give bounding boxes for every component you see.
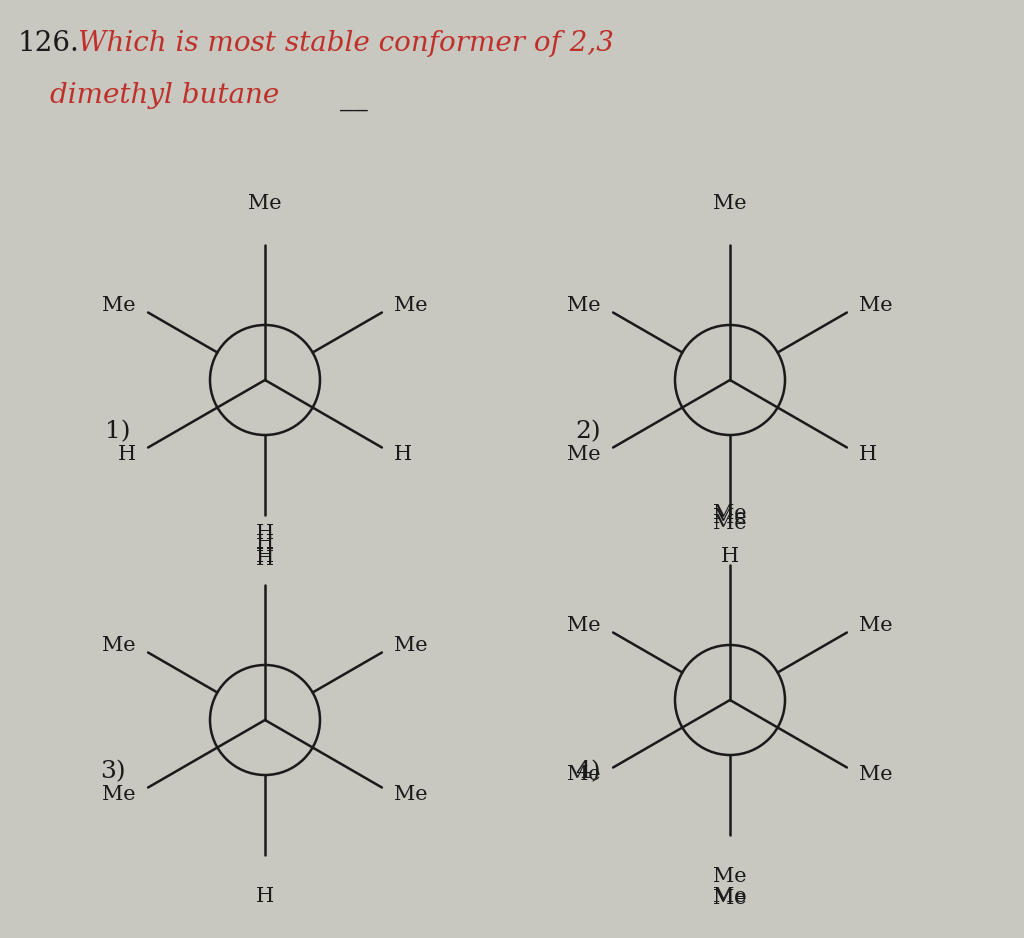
- Text: Me: Me: [713, 514, 746, 533]
- Text: Me: Me: [859, 765, 893, 784]
- Text: Which is most stable conformer of 2,3: Which is most stable conformer of 2,3: [78, 30, 613, 57]
- Text: Me: Me: [859, 616, 893, 635]
- Text: Me: Me: [248, 194, 282, 213]
- Text: H: H: [256, 550, 274, 569]
- Text: Me: Me: [713, 889, 746, 908]
- Text: Me: Me: [713, 508, 746, 527]
- Text: 1): 1): [105, 420, 130, 443]
- Text: H: H: [118, 445, 136, 464]
- Text: H: H: [256, 887, 274, 906]
- Text: Me: Me: [394, 785, 428, 804]
- Text: Me: Me: [859, 296, 893, 315]
- Text: H: H: [859, 445, 878, 464]
- Text: Me: Me: [713, 867, 746, 886]
- Text: 2): 2): [575, 420, 601, 443]
- Text: dimethyl butane: dimethyl butane: [50, 82, 280, 109]
- Text: Me: Me: [102, 296, 136, 315]
- Text: H: H: [256, 524, 274, 543]
- Text: H: H: [721, 547, 739, 566]
- Text: Me: Me: [567, 616, 601, 635]
- Text: Me: Me: [102, 785, 136, 804]
- Text: Me: Me: [713, 887, 746, 906]
- Text: H: H: [256, 547, 274, 566]
- Text: Me: Me: [102, 636, 136, 655]
- Text: Me: Me: [394, 636, 428, 655]
- Text: 126.: 126.: [18, 30, 80, 57]
- Text: Me: Me: [713, 504, 746, 523]
- Text: Me: Me: [567, 765, 601, 784]
- Text: Me: Me: [567, 296, 601, 315]
- Text: H: H: [256, 534, 274, 553]
- Text: H: H: [394, 445, 413, 464]
- Text: Me: Me: [394, 296, 428, 315]
- Text: __: __: [340, 84, 368, 111]
- Text: 4): 4): [575, 760, 601, 783]
- Text: Me: Me: [713, 194, 746, 213]
- Text: Me: Me: [567, 445, 601, 464]
- Text: 3): 3): [100, 760, 126, 783]
